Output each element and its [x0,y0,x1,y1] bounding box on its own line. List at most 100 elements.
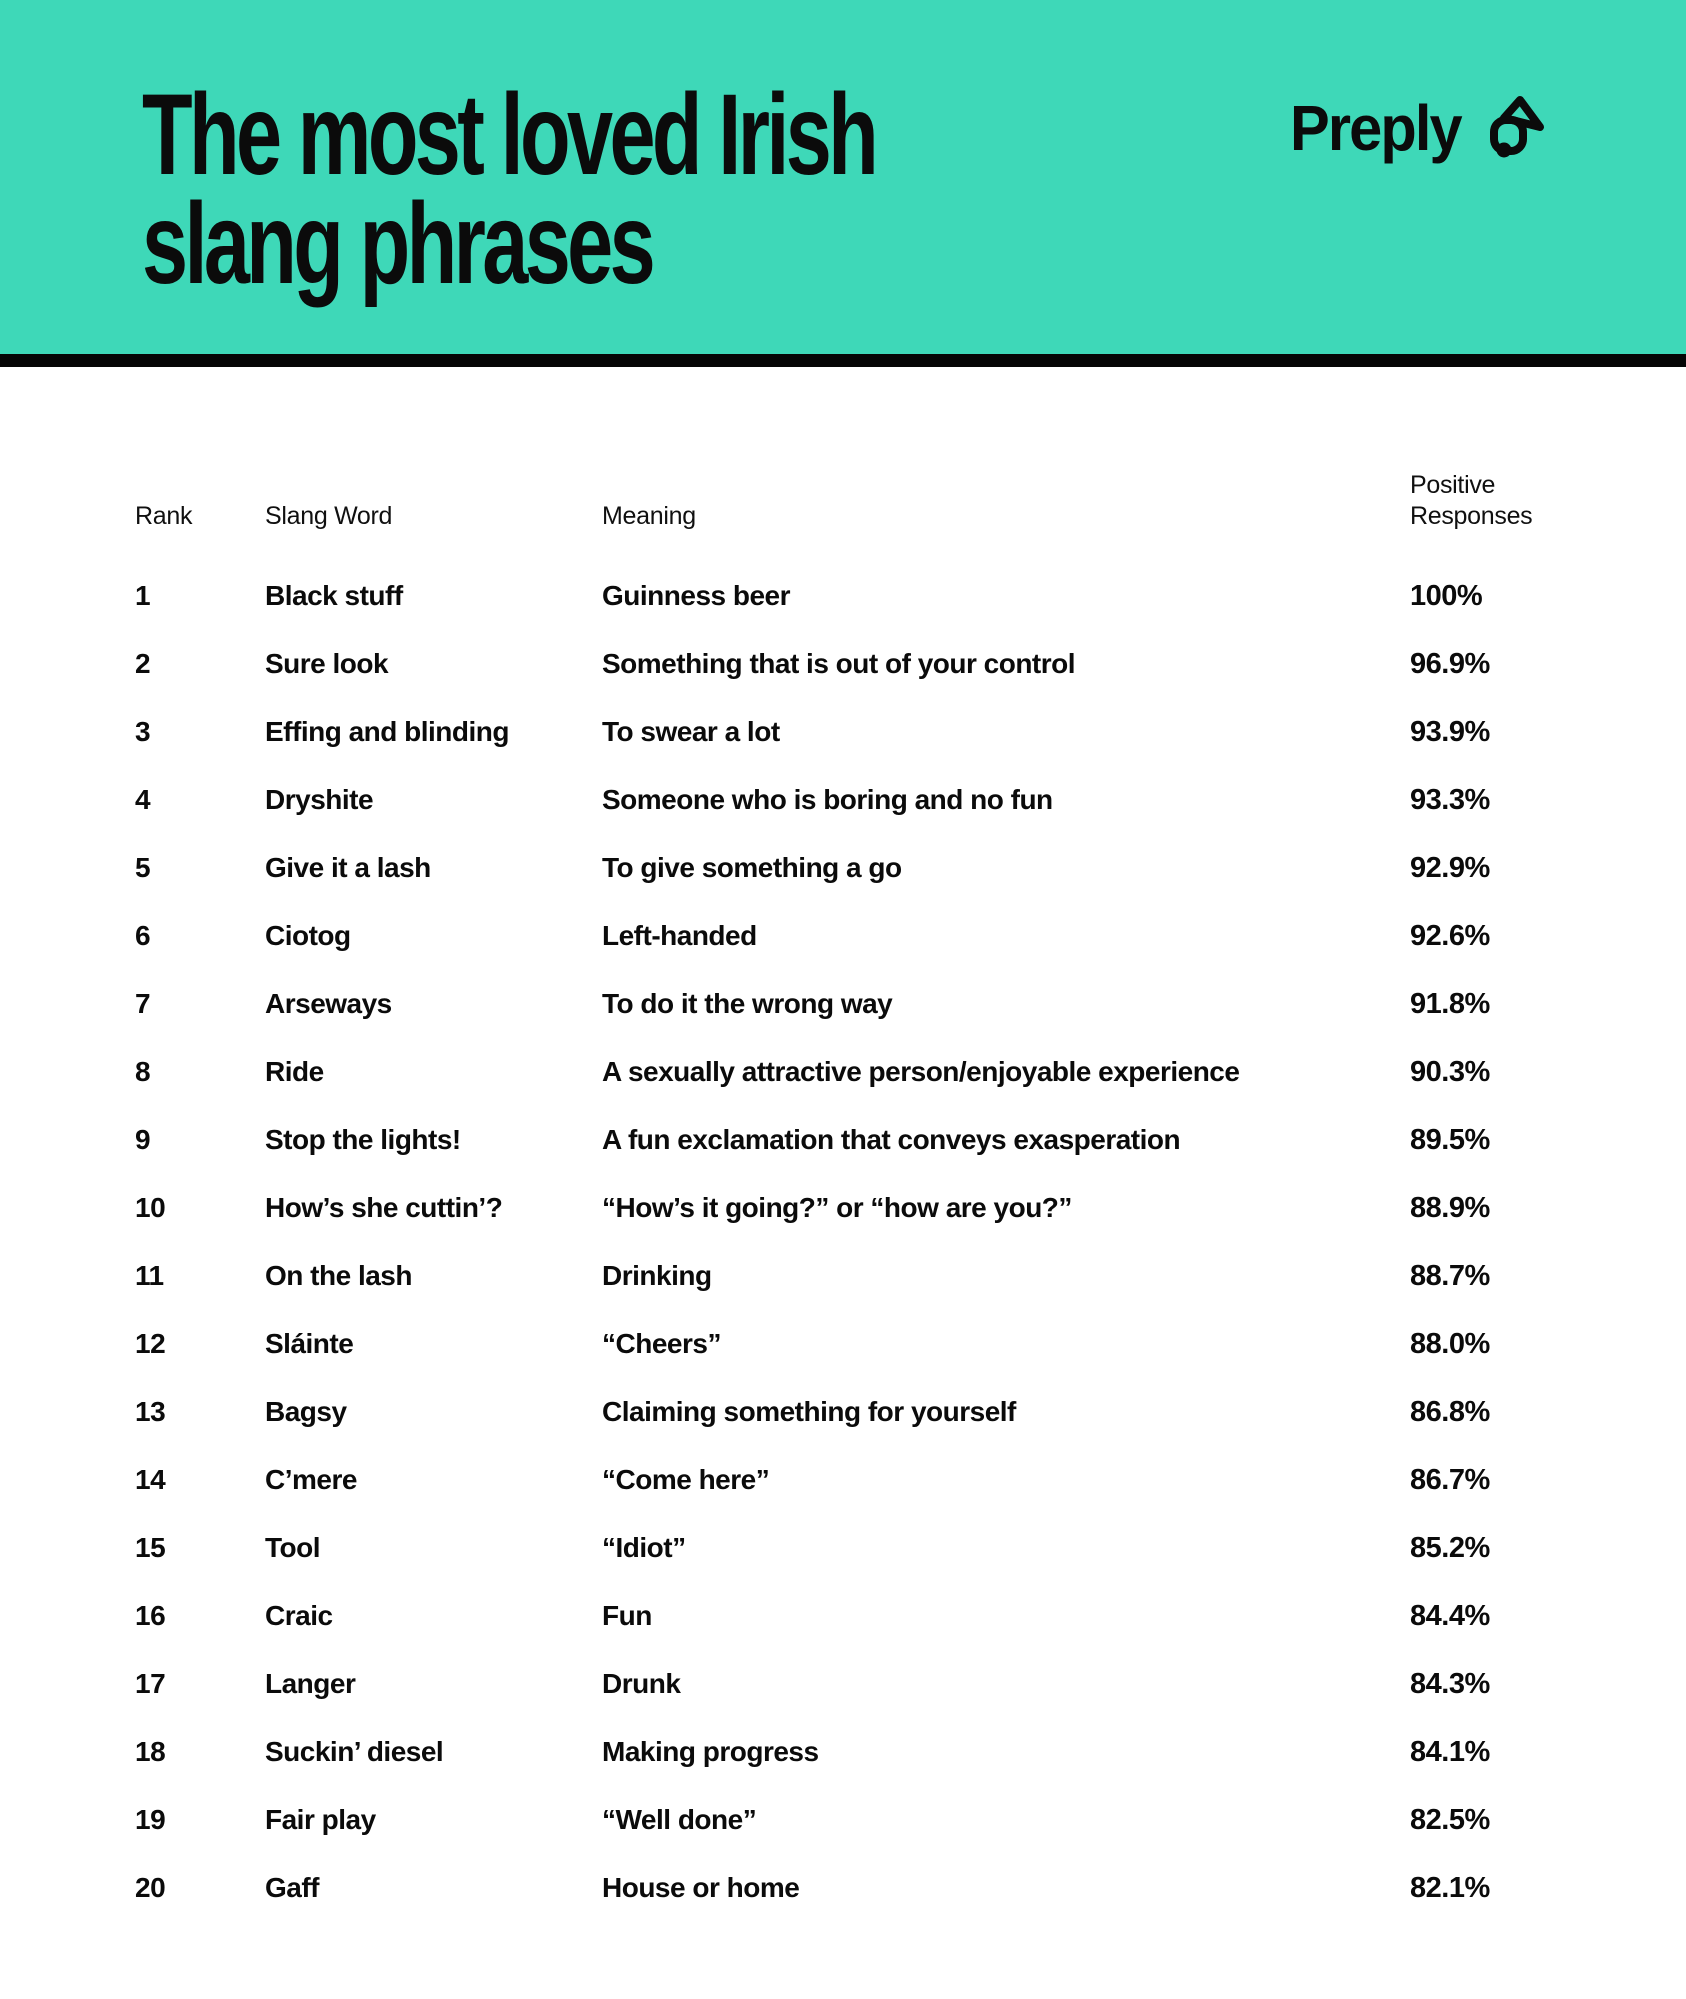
positive-responses-cell: 92.6% [1410,919,1490,952]
table-row: 11 On the lash Drinking 88.7% [135,1242,1686,1310]
rank-cell: 1 [135,580,151,611]
slang-word-cell: Tool [265,1532,321,1563]
meaning-cell: House or home [602,1872,800,1903]
slang-word-cell: On the lash [265,1260,412,1291]
table-row: 2 Sure look Something that is out of you… [135,630,1686,698]
table-row: 12 Sláinte “Cheers” 88.0% [135,1310,1686,1378]
meaning-cell: Someone who is boring and no fun [602,784,1053,815]
table-row: 19 Fair play “Well done” 82.5% [135,1786,1686,1854]
slang-word-cell: Craic [265,1600,333,1631]
slang-word-cell: Arseways [265,988,392,1019]
slang-word-cell: Stop the lights! [265,1124,461,1155]
meaning-cell: “How’s it going?” or “how are you?” [602,1192,1072,1223]
header-divider [0,354,1686,367]
slang-word-cell: How’s she cuttin’? [265,1192,503,1223]
table-row: 10 How’s she cuttin’? “How’s it going?” … [135,1174,1686,1242]
positive-responses-cell: 86.7% [1410,1463,1490,1496]
rank-cell: 19 [135,1804,166,1835]
slang-word-cell: Ciotog [265,920,351,951]
meaning-cell: Something that is out of your control [602,648,1076,679]
positive-responses-cell: 82.5% [1410,1803,1490,1836]
meaning-cell: Left-handed [602,920,757,951]
slang-word-cell: Sláinte [265,1328,354,1359]
rank-cell: 5 [135,852,151,883]
slang-word-cell: Effing and blinding [265,716,510,747]
slang-word-cell: Sure look [265,648,389,679]
slang-word-cell: Dryshite [265,784,374,815]
rank-cell: 12 [135,1328,166,1359]
positive-responses-cell: 91.8% [1410,987,1490,1020]
rank-cell: 6 [135,920,151,951]
table-header-row: Rank Slang Word Meaning Positive Respons… [135,470,1686,532]
slang-word-cell: Ride [265,1056,324,1087]
meaning-cell: Drinking [602,1260,712,1291]
meaning-cell: “Cheers” [602,1328,721,1359]
slang-word-cell: Bagsy [265,1396,347,1427]
col-header-slang-word: Slang Word [265,502,393,530]
rank-cell: 10 [135,1192,166,1223]
table-row: 18 Suckin’ diesel Making progress 84.1% [135,1718,1686,1786]
positive-responses-cell: 84.1% [1410,1735,1490,1768]
table-row: 15 Tool “Idiot” 85.2% [135,1514,1686,1582]
positive-responses-cell: 89.5% [1410,1123,1490,1156]
table-row: 1 Black stuff Guinness beer 100% [135,562,1686,630]
positive-responses-cell: 90.3% [1410,1055,1490,1088]
positive-responses-cell: 84.3% [1410,1667,1490,1700]
page-title-line2: slang phrases [142,180,656,308]
rank-cell: 7 [135,988,151,1019]
slang-table: Rank Slang Word Meaning Positive Respons… [135,470,1686,1922]
positive-responses-cell: 88.0% [1410,1327,1490,1360]
positive-responses-cell: 96.9% [1410,647,1490,680]
slang-word-cell: Langer [265,1668,356,1699]
table-row: 9 Stop the lights! A fun exclamation tha… [135,1106,1686,1174]
meaning-cell: A sexually attractive person/enjoyable e… [602,1056,1240,1087]
positive-responses-cell: 92.9% [1410,851,1490,884]
positive-responses-cell: 93.3% [1410,783,1490,816]
meaning-cell: Claiming something for yourself [602,1396,1016,1427]
col-header-rank: Rank [135,502,193,530]
preply-logo-icon [1490,96,1544,158]
rank-cell: 20 [135,1872,166,1903]
meaning-cell: To do it the wrong way [602,988,893,1019]
table-row: 7 Arseways To do it the wrong way 91.8% [135,970,1686,1038]
rank-cell: 9 [135,1124,151,1155]
col-header-meaning: Meaning [602,502,696,530]
positive-responses-cell: 86.8% [1410,1395,1490,1428]
slang-word-cell: Fair play [265,1804,376,1835]
table-row: 4 Dryshite Someone who is boring and no … [135,766,1686,834]
positive-responses-cell: 88.7% [1410,1259,1490,1292]
table-row: 6 Ciotog Left-handed 92.6% [135,902,1686,970]
positive-responses-cell: 93.9% [1410,715,1490,748]
preply-wordmark: Preply [1290,92,1463,164]
rank-cell: 17 [135,1668,166,1699]
table-row: 20 Gaff House or home 82.1% [135,1854,1686,1922]
positive-responses-cell: 84.4% [1410,1599,1490,1632]
positive-responses-cell: 88.9% [1410,1191,1490,1224]
positive-responses-cell: 100% [1410,579,1483,612]
page-title: The most loved Irish slang phrases [142,78,879,302]
meaning-cell: Guinness beer [602,580,791,611]
meaning-cell: “Idiot” [602,1532,686,1563]
slang-word-cell: Gaff [265,1872,320,1903]
table-row: 8 Ride A sexually attractive person/enjo… [135,1038,1686,1106]
rank-cell: 3 [135,716,151,747]
meaning-cell: Making progress [602,1736,819,1767]
slang-word-cell: Black stuff [265,580,403,611]
table-row: 13 Bagsy Claiming something for yourself… [135,1378,1686,1446]
positive-responses-cell: 82.1% [1410,1871,1490,1904]
rank-cell: 18 [135,1736,166,1767]
meaning-cell: A fun exclamation that conveys exasperat… [602,1124,1181,1155]
meaning-cell: Drunk [602,1668,681,1699]
col-header-positive-responses: Positive Responses [1410,471,1533,530]
rank-cell: 16 [135,1600,166,1631]
table-row: 3 Effing and blinding To swear a lot 93.… [135,698,1686,766]
rank-cell: 15 [135,1532,166,1563]
positive-responses-cell: 85.2% [1410,1531,1490,1564]
meaning-cell: Fun [602,1600,652,1631]
table-row: 17 Langer Drunk 84.3% [135,1650,1686,1718]
header-band: The most loved Irish slang phrases Preply [0,0,1686,354]
slang-word-cell: C’mere [265,1464,357,1495]
rank-cell: 13 [135,1396,166,1427]
slang-word-cell: Give it a lash [265,852,431,883]
